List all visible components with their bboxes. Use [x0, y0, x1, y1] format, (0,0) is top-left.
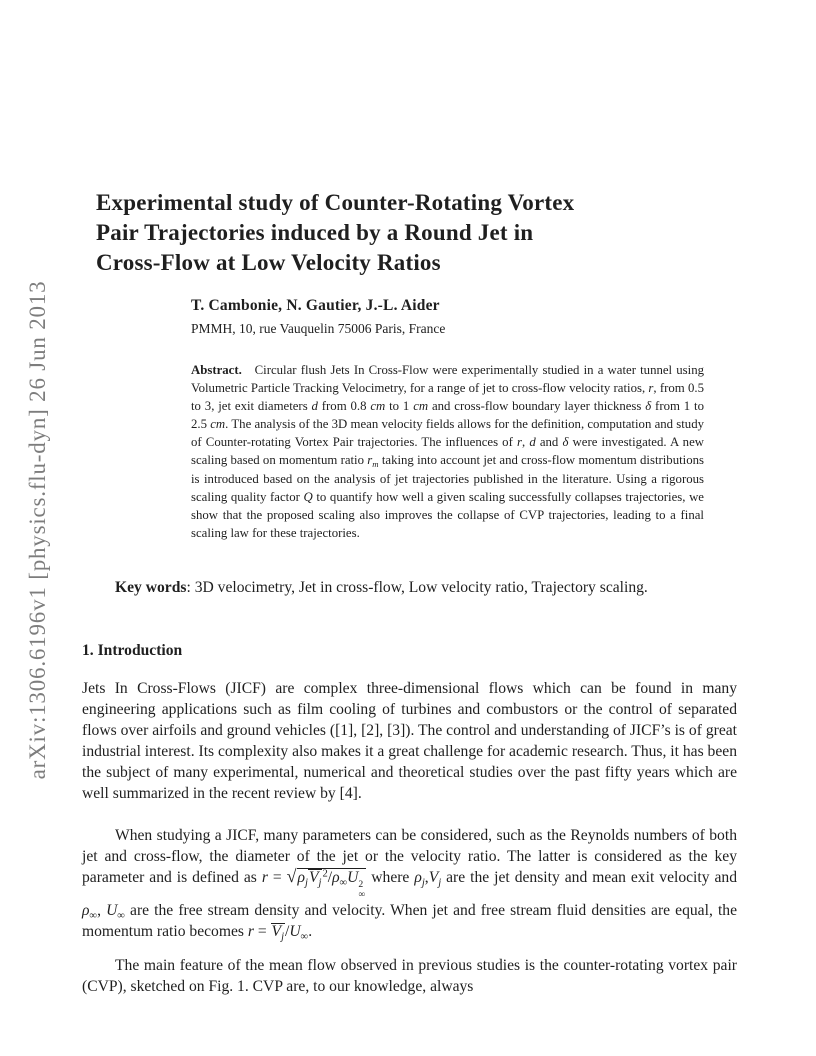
arxiv-watermark: arXiv:1306.6196v1 [physics.flu-dyn] 26 J… [25, 280, 50, 780]
section-heading-introduction: 1. Introduction [82, 642, 183, 659]
abstract: Abstract. Circular flush Jets In Cross-F… [191, 363, 704, 540]
paper-title-line-2: Pair Trajectories induced by a Round Jet… [96, 220, 534, 245]
paper-title-line-1: Experimental study of Counter-Rotating V… [96, 190, 575, 215]
keywords: Key words: 3D velocimetry, Jet in cross-… [115, 579, 648, 596]
intro-paragraph-1: Jets In Cross-Flows (JICF) are complex t… [82, 680, 737, 802]
intro-paragraph-2: When studying a JICF, many parameters ca… [82, 827, 738, 943]
paper-affiliation: PMMH, 10, rue Vauquelin 75006 Paris, Fra… [191, 321, 446, 336]
paper-title: Experimental study of Counter-Rotating V… [96, 188, 696, 278]
paper-title-line-3: Cross-Flow at Low Velocity Ratios [96, 250, 441, 275]
intro-paragraph-3: The main feature of the mean flow observ… [82, 957, 737, 995]
paper-authors: T. Cambonie, N. Gautier, J.-L. Aider [191, 297, 440, 314]
